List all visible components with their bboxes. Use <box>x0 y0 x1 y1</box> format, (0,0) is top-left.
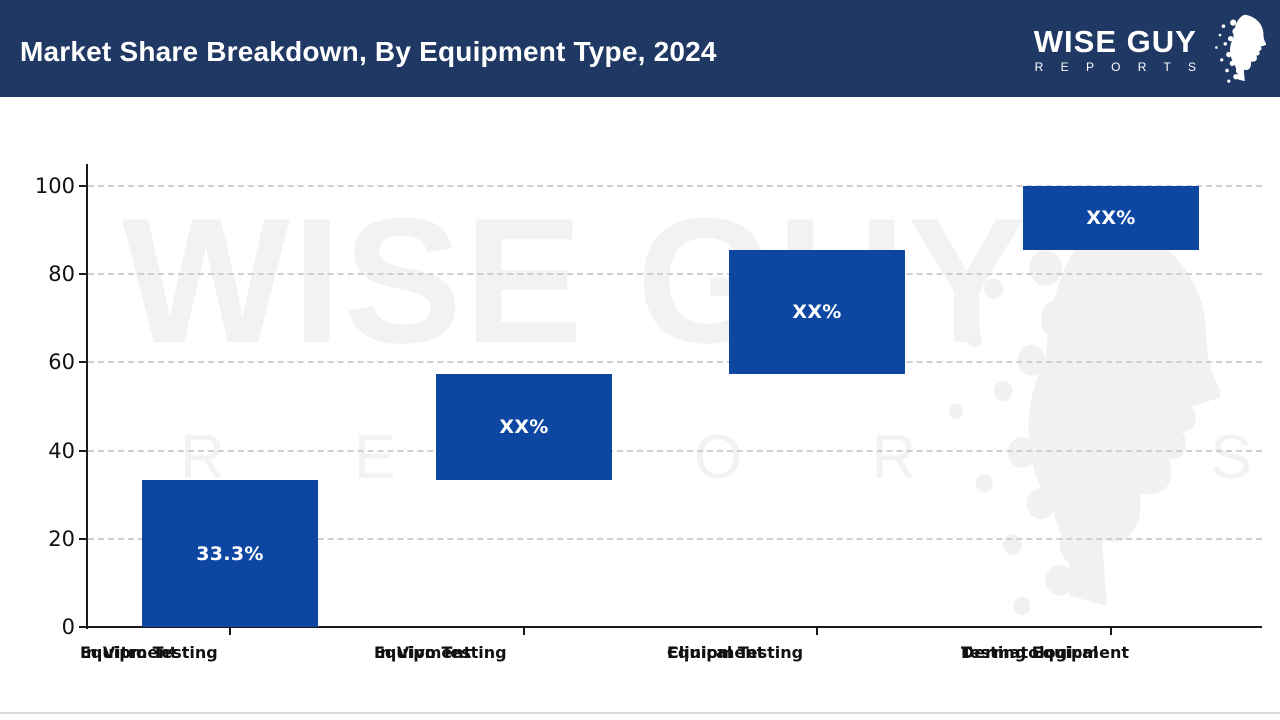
y-tickmark <box>79 273 86 276</box>
bar-value-label: XX% <box>1086 207 1136 230</box>
bar-segment: 33.3% <box>142 480 318 627</box>
dotted-head-profile-icon <box>1215 14 1266 83</box>
gridline <box>88 273 1262 276</box>
bar-value-label: 33.3% <box>196 542 264 565</box>
y-tickmark <box>79 361 86 364</box>
x-category-label-line: In Vitro Testing <box>80 643 218 662</box>
x-category-label-line: Dermatological <box>961 643 1099 662</box>
x-tickmark <box>523 628 525 635</box>
logo-subtext: R E P O R T S <box>1034 60 1203 74</box>
bar-segment: XX% <box>1023 186 1199 251</box>
bar-value-label: XX% <box>792 301 842 324</box>
x-category-label-line: Equipment <box>80 643 178 662</box>
y-tickmark <box>79 537 86 540</box>
gridline <box>88 185 1262 187</box>
y-axis-line <box>86 163 88 629</box>
y-tick-label: 40 <box>48 438 75 463</box>
y-tick-label: 80 <box>48 262 75 287</box>
x-category-label-line: In Vivo Testing <box>374 643 507 662</box>
y-tickmark <box>79 626 86 628</box>
x-tickmark <box>1110 628 1112 635</box>
bottom-divider <box>0 712 1280 714</box>
y-tick-label: 0 <box>61 615 75 639</box>
logo-wordmark: WISE GUY <box>1033 24 1197 59</box>
y-tick-label: 100 <box>34 174 75 198</box>
wiseguy-logo: WISE GUY R E P O R T S <box>1028 7 1266 91</box>
y-tick-label: 20 <box>48 526 75 551</box>
x-category-label-line: Clinical Testing <box>667 643 804 662</box>
y-tickmark <box>79 449 86 452</box>
x-tickmark <box>229 628 231 635</box>
header: Market Share Breakdown, By Equipment Typ… <box>0 0 1280 97</box>
x-axis-line <box>86 626 1262 628</box>
x-category-label-line: Testing Equipment <box>961 643 1129 662</box>
x-tickmark <box>816 628 818 635</box>
y-tickmark <box>79 185 86 187</box>
bar-segment: XX% <box>729 250 905 375</box>
gridline <box>88 537 1262 540</box>
logo-text: WISE GUY R E P O R T S <box>1028 26 1203 75</box>
chart-area: WISE GUY R E P O R T S 0 20 40 60 80 100 33.3%… <box>0 97 1280 712</box>
x-category-label-line: Equipment <box>667 643 765 662</box>
bar-segment: XX% <box>436 374 612 481</box>
y-tick-label: 60 <box>48 350 75 375</box>
x-category-label-line: Equipment <box>374 643 472 662</box>
page-title: Market Share Breakdown, By Equipment Typ… <box>20 35 717 67</box>
gridline <box>88 449 1262 452</box>
gridline <box>88 361 1262 364</box>
bar-value-label: XX% <box>499 416 549 439</box>
